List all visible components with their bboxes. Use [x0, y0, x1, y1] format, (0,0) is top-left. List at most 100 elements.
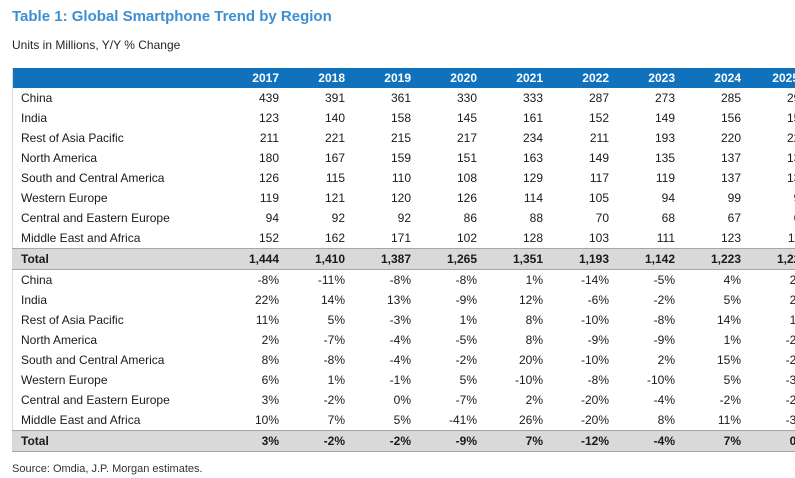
value-cell: 1% — [327, 373, 345, 387]
value-cell: -14% — [580, 273, 609, 287]
value-cell: 1% — [525, 273, 543, 287]
value-cell: -8% — [587, 373, 609, 387]
value-cell: -8% — [257, 273, 279, 287]
value-cell: 152 — [588, 111, 609, 125]
value-cell: 163 — [522, 151, 543, 165]
value-cell: 128 — [522, 231, 543, 245]
value-cell: -4% — [618, 430, 684, 452]
value-cell: 215 — [390, 131, 411, 145]
value-cell: 152 — [258, 231, 279, 245]
value-cell: -10% — [646, 373, 675, 387]
value-cell: -4% — [653, 393, 675, 407]
value-cell: 97 — [750, 188, 795, 208]
value-cell: 8% — [525, 333, 543, 347]
region-label: India — [21, 293, 48, 307]
value-cell: -8% — [455, 273, 477, 287]
region-label: Total — [12, 430, 222, 452]
value-cell: 65 — [750, 208, 795, 228]
table-title: Table 1: Global Smartphone Trend by Regi… — [12, 8, 332, 25]
value-cell: 137 — [720, 171, 741, 185]
value-cell: 11% — [255, 313, 279, 327]
value-cell: 137 — [720, 151, 741, 165]
year-column-header: 2024 — [684, 68, 750, 88]
value-cell: 7% — [684, 430, 750, 452]
value-cell: 222 — [786, 131, 795, 145]
pct-row: Western Europe6%1%-1%5%-10%-8%-10%5%-3%-… — [13, 370, 795, 390]
value-cell: 94 — [265, 211, 279, 225]
units-row: South and Central America 126 115 110 108 129… — [13, 168, 795, 188]
value-cell: 2% — [261, 333, 279, 347]
value-cell: -9% — [455, 293, 477, 307]
value-cell: -10% — [580, 353, 609, 367]
pct-row: Rest of Asia Pacific 11% 5% -3% 1% 8% -10% -8% 1… — [13, 310, 795, 330]
value-cell: 1,410 — [288, 248, 354, 270]
value-cell: 193 — [654, 131, 675, 145]
region-label: South and Central America — [21, 353, 165, 367]
value-cell: 2% — [525, 393, 543, 407]
value-cell: 1,351 — [486, 248, 552, 270]
value-cell: -3% — [785, 373, 795, 387]
value-cell: -8% — [323, 353, 345, 367]
year-header-row: 201720182019202020212022202320242025E202… — [12, 68, 795, 88]
value-cell: 70 — [595, 211, 609, 225]
value-cell: 1% — [459, 313, 477, 327]
value-cell: 99 — [727, 191, 741, 205]
value-cell: 8% — [657, 413, 675, 427]
value-cell: 151 — [456, 151, 477, 165]
region-label: North America — [21, 333, 98, 347]
region-label: Middle East and Africa — [21, 413, 141, 427]
value-cell: 171 — [390, 231, 411, 245]
value-cell: 123 — [258, 111, 279, 125]
value-cell: -3% — [389, 313, 411, 327]
value-cell: -5% — [455, 333, 477, 347]
value-cell: 145 — [456, 111, 477, 125]
units-row: China439391361330333287273285291288 — [13, 88, 795, 108]
value-cell: -20% — [580, 393, 609, 407]
value-cell: 5% — [459, 373, 477, 387]
year-column-header: 2018 — [288, 68, 354, 88]
value-cell: -10% — [580, 313, 609, 327]
value-cell: 156 — [720, 111, 741, 125]
value-cell: -2% — [653, 293, 675, 307]
value-cell: 67 — [727, 211, 741, 225]
value-cell: 159 — [786, 111, 795, 125]
value-cell: 287 — [588, 91, 609, 105]
value-cell: 333 — [522, 91, 543, 105]
value-cell: 126 — [258, 171, 279, 185]
value-cell: 14% — [320, 293, 345, 307]
value-cell: 211 — [259, 131, 279, 145]
value-cell: -10% — [514, 373, 543, 387]
value-cell: 439 — [258, 91, 279, 105]
value-cell: 86 — [463, 211, 477, 225]
table-head: 201720182019202020212022202320242025E202… — [12, 68, 795, 88]
value-cell: -2% — [785, 353, 795, 367]
value-cell: 162 — [324, 231, 345, 245]
value-cell: 111 — [656, 231, 675, 245]
value-cell: 5% — [327, 313, 345, 327]
value-cell: -7% — [455, 393, 477, 407]
value-cell: 361 — [390, 91, 411, 105]
value-cell: 211 — [589, 131, 609, 145]
region-label: Central and Eastern Europe — [21, 211, 170, 225]
value-cell: 0% — [750, 430, 795, 452]
value-cell: 5% — [393, 413, 411, 427]
value-cell: 1,193 — [552, 248, 618, 270]
value-cell: 92 — [397, 211, 411, 225]
table-subtitle: Units in Millions, Y/Y % Change — [12, 38, 181, 52]
value-cell: -2% — [323, 393, 345, 407]
value-cell: 103 — [588, 231, 609, 245]
value-cell: -2% — [288, 430, 354, 452]
units-row: North America 180 167 159 151 163 149 135 137 134… — [13, 148, 795, 168]
region-label: India — [21, 111, 48, 125]
value-cell: 3% — [222, 430, 288, 452]
units-row: India123140158145161152149156159161 — [13, 108, 795, 128]
value-cell: 2% — [789, 273, 795, 287]
value-cell: 119 — [259, 191, 279, 205]
value-cell: 117 — [589, 171, 609, 185]
value-cell: 126 — [456, 191, 477, 205]
value-cell: -12% — [552, 430, 618, 452]
